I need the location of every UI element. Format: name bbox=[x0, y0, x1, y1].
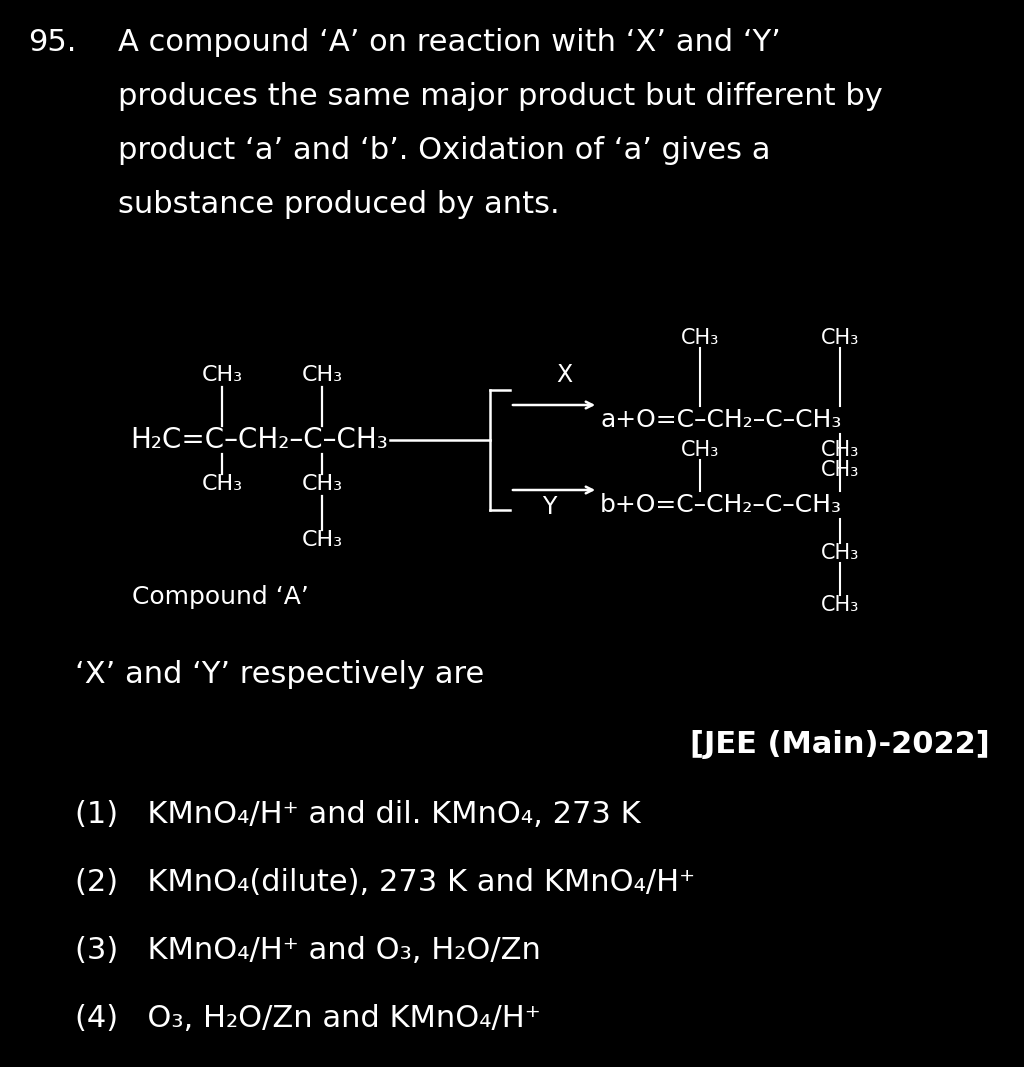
Text: Compound ‘A’: Compound ‘A’ bbox=[131, 585, 308, 609]
Text: X: X bbox=[556, 363, 572, 387]
Text: produces the same major product but different by: produces the same major product but diff… bbox=[118, 82, 883, 111]
Text: Y: Y bbox=[542, 495, 556, 519]
Text: CH₃: CH₃ bbox=[821, 460, 859, 480]
Text: product ‘a’ and ‘b’. Oxidation of ‘a’ gives a: product ‘a’ and ‘b’. Oxidation of ‘a’ gi… bbox=[118, 136, 770, 165]
Text: CH₃: CH₃ bbox=[301, 474, 343, 494]
Text: substance produced by ants.: substance produced by ants. bbox=[118, 190, 560, 219]
Text: 95.: 95. bbox=[28, 28, 77, 57]
Text: A compound ‘A’ on reaction with ‘X’ and ‘Y’: A compound ‘A’ on reaction with ‘X’ and … bbox=[118, 28, 780, 57]
Text: CH₃: CH₃ bbox=[821, 328, 859, 348]
Text: CH₃: CH₃ bbox=[301, 530, 343, 550]
Text: (3)   KMnO₄/H⁺ and O₃, H₂O/Zn: (3) KMnO₄/H⁺ and O₃, H₂O/Zn bbox=[75, 936, 541, 965]
Text: CH₃: CH₃ bbox=[681, 328, 719, 348]
Text: (4)   O₃, H₂O/Zn and KMnO₄/H⁺: (4) O₃, H₂O/Zn and KMnO₄/H⁺ bbox=[75, 1004, 541, 1033]
Text: [JEE (Main)-2022]: [JEE (Main)-2022] bbox=[690, 730, 990, 759]
Text: CH₃: CH₃ bbox=[821, 595, 859, 615]
Text: (2)   KMnO₄(dilute), 273 K and KMnO₄/H⁺: (2) KMnO₄(dilute), 273 K and KMnO₄/H⁺ bbox=[75, 867, 695, 897]
Text: CH₃: CH₃ bbox=[202, 474, 243, 494]
Text: a+O=C–CH₂–C–CH₃: a+O=C–CH₂–C–CH₃ bbox=[600, 408, 842, 432]
Text: CH₃: CH₃ bbox=[821, 543, 859, 563]
Text: H₂C=C–CH₂–C–CH₃: H₂C=C–CH₂–C–CH₃ bbox=[130, 426, 388, 453]
Text: (1)   KMnO₄/H⁺ and dil. KMnO₄, 273 K: (1) KMnO₄/H⁺ and dil. KMnO₄, 273 K bbox=[75, 800, 641, 829]
Text: ‘X’ and ‘Y’ respectively are: ‘X’ and ‘Y’ respectively are bbox=[75, 660, 484, 689]
Text: CH₃: CH₃ bbox=[681, 440, 719, 460]
Text: b+O=C–CH₂–C–CH₃: b+O=C–CH₂–C–CH₃ bbox=[600, 493, 842, 517]
Text: CH₃: CH₃ bbox=[202, 365, 243, 385]
Text: CH₃: CH₃ bbox=[301, 365, 343, 385]
Text: CH₃: CH₃ bbox=[821, 440, 859, 460]
